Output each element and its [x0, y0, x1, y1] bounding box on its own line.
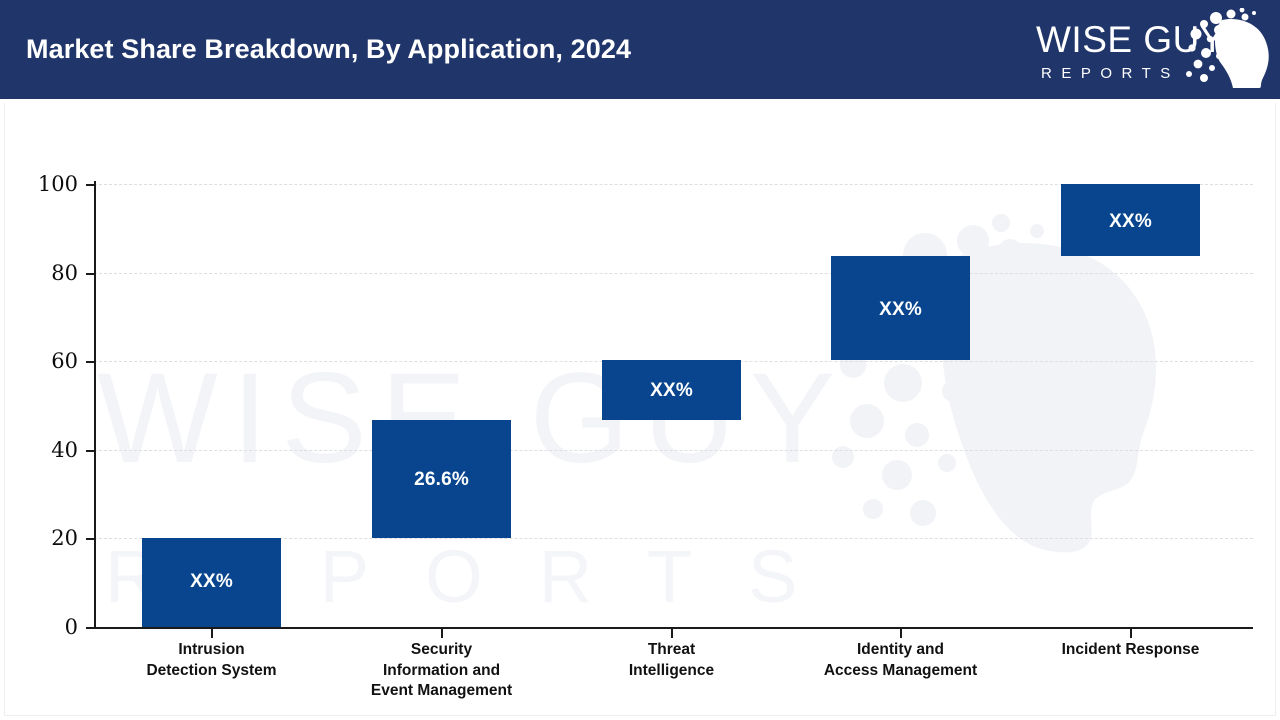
x-axis-line — [94, 627, 1253, 629]
y-tick-mark-0 — [86, 627, 95, 629]
y-tick-label-100: 100 — [37, 172, 78, 196]
y-tick-mark-20 — [86, 538, 95, 540]
bar-label-4: XX% — [1109, 211, 1152, 232]
x-category-label-0: Intrusion Detection System — [102, 640, 321, 681]
gridline-100 — [94, 184, 1253, 185]
x-category-label-2: Threat Intelligence — [562, 640, 781, 681]
plot-area: 100 80 60 40 20 0 XX% 26.6% XX% XX% — [5, 103, 1275, 715]
x-category-label-1-line-2: Event Management — [370, 682, 513, 699]
x-category-label-3-line-1: Access Management — [823, 661, 978, 679]
bar-label-0: XX% — [190, 571, 233, 592]
x-category-label-1-line-0: Security — [410, 641, 473, 658]
x-tick-mark-1 — [441, 629, 443, 638]
gridline-80 — [94, 273, 1253, 274]
gridline-40 — [94, 450, 1253, 451]
x-tick-mark-2 — [671, 629, 673, 638]
bar-label-3: XX% — [879, 299, 922, 320]
bar-label-2: XX% — [650, 380, 693, 401]
bar-intrusion-detection-system[interactable] — [142, 538, 281, 627]
x-tick-mark-0 — [211, 629, 213, 638]
y-tick-label-80: 80 — [51, 261, 78, 285]
x-category-label-1: Security Information and Event Managemen… — [332, 640, 551, 702]
gridline-20 — [94, 538, 1253, 539]
y-tick-mark-80 — [86, 273, 95, 275]
y-tick-mark-40 — [86, 450, 95, 452]
y-tick-label-0: 0 — [64, 615, 78, 639]
header-bar: Market Share Breakdown, By Application, … — [0, 0, 1280, 99]
wise-guy-reports-logo: WISE GUY REPORTS — [1026, 8, 1276, 92]
x-category-label-4-line-0: Incident Response — [1061, 641, 1200, 658]
x-category-label-0-line-0: Intrusion — [178, 641, 245, 658]
bar-label-1: 26.6% — [414, 469, 469, 490]
y-tick-mark-100 — [86, 184, 95, 186]
page-title: Market Share Breakdown, By Application, … — [26, 34, 632, 64]
x-category-label-4: Incident Response — [1021, 640, 1240, 661]
x-category-label-2-line-1: Intelligence — [628, 661, 715, 679]
x-category-label-3-line-0: Identity and — [857, 641, 944, 658]
x-tick-mark-4 — [1130, 629, 1132, 638]
y-tick-label-40: 40 — [51, 438, 78, 462]
x-category-label-3: Identity and Access Management — [791, 640, 1010, 681]
svg-text:REPORTS: REPORTS — [1041, 65, 1180, 82]
svg-text:WISE GUY: WISE GUY — [1036, 19, 1225, 60]
bar-threat-intelligence[interactable] — [602, 360, 741, 420]
y-tick-label-20: 20 — [51, 526, 78, 550]
bar-security-information-and-event-management[interactable] — [372, 420, 511, 538]
y-axis-line — [94, 181, 96, 629]
x-category-label-0-line-1: Detection System — [146, 661, 277, 679]
y-tick-label-60: 60 — [51, 349, 78, 373]
x-category-label-1-line-1: Information and — [382, 661, 501, 679]
x-category-label-2-line-0: Threat — [647, 641, 696, 658]
x-tick-mark-3 — [900, 629, 902, 638]
chart-area: WISE GUY REPORTS — [4, 103, 1276, 716]
y-tick-mark-60 — [86, 361, 95, 363]
